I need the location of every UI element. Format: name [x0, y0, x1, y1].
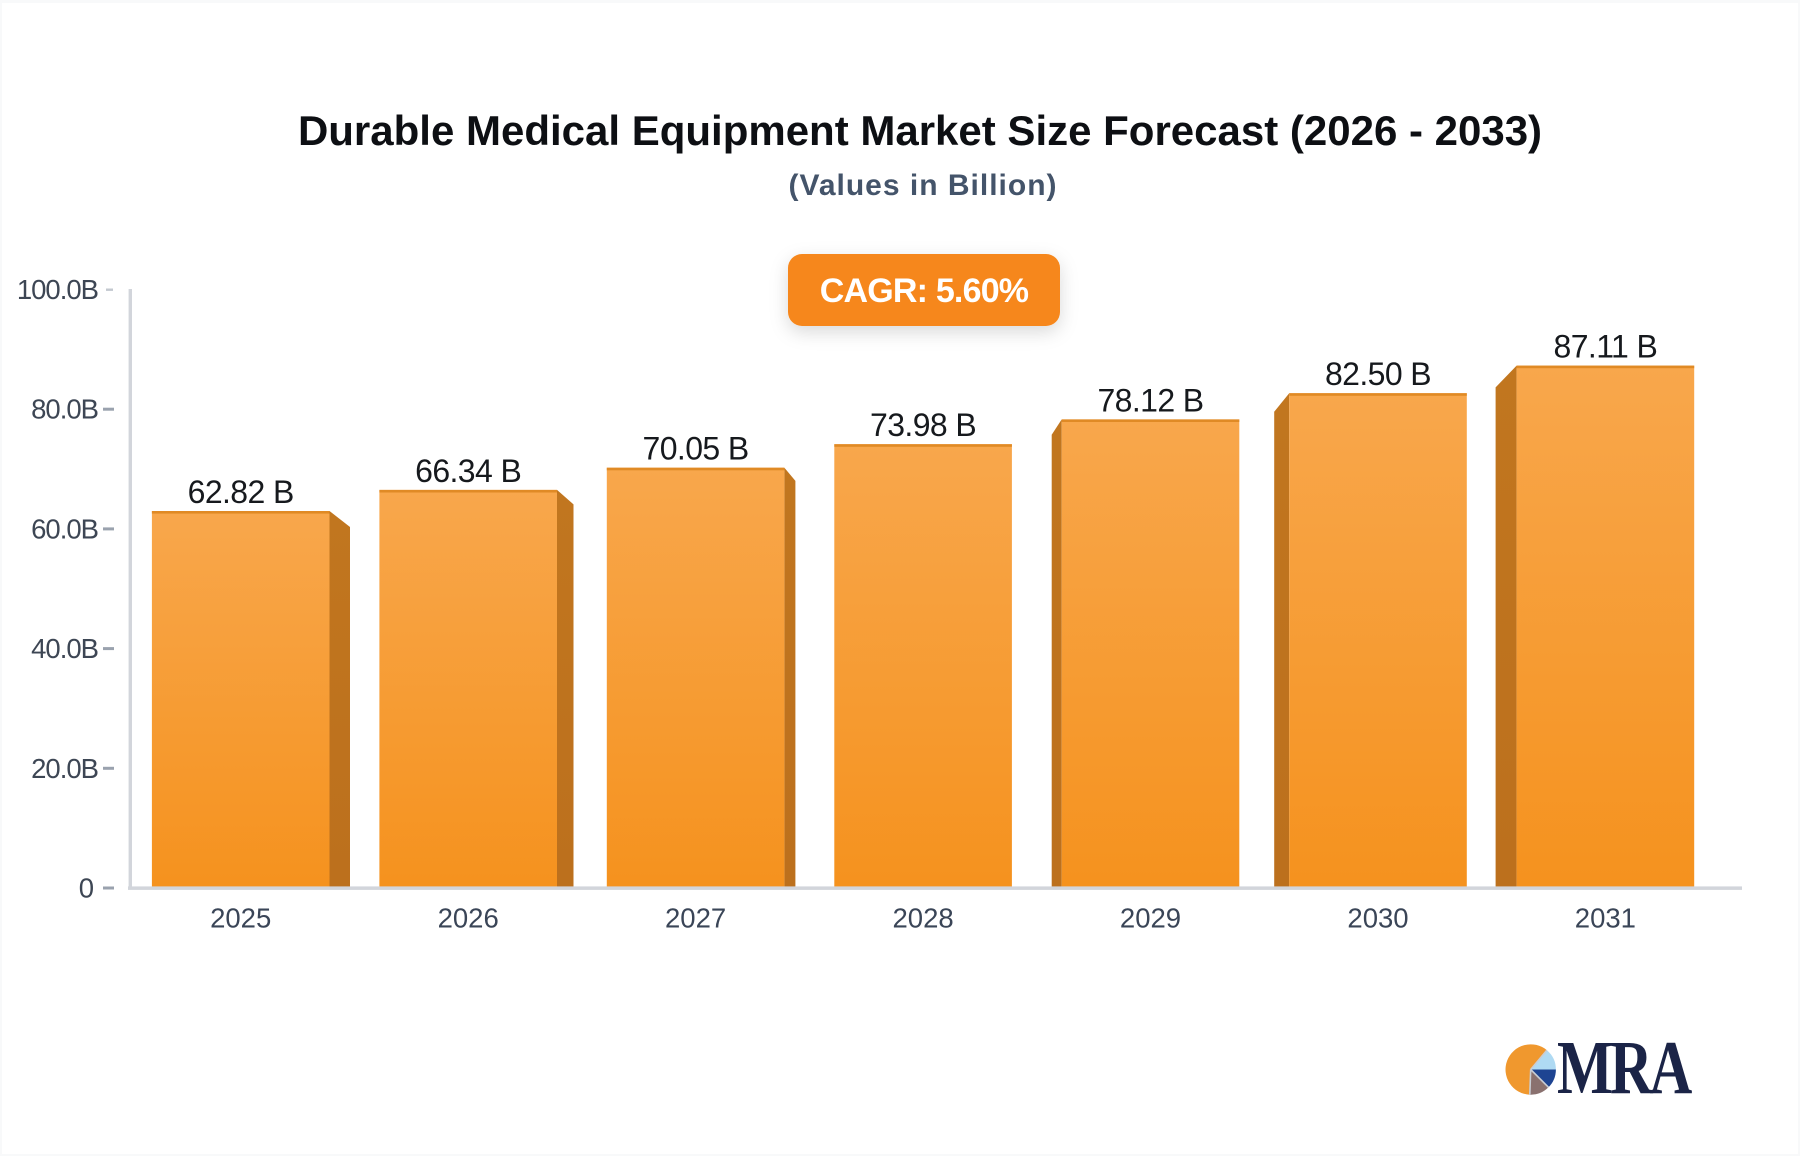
svg-text:0: 0 [79, 873, 94, 904]
svg-text:Durable Medical Equipment Mark: Durable Medical Equipment Market Size Fo… [298, 107, 1542, 154]
svg-text:20.0B: 20.0B [31, 753, 98, 784]
svg-text:2026: 2026 [438, 903, 499, 934]
svg-text:2031: 2031 [1575, 903, 1636, 934]
svg-text:82.50 B: 82.50 B [1325, 356, 1431, 392]
svg-text:78.12 B: 78.12 B [1097, 382, 1203, 418]
svg-text:87.11 B: 87.11 B [1554, 329, 1658, 365]
svg-text:CAGR: 5.60%: CAGR: 5.60% [820, 272, 1029, 310]
svg-text:(Values in Billion): (Values in Billion) [788, 169, 1057, 202]
svg-text:66.34 B: 66.34 B [415, 453, 521, 489]
svg-text:2025: 2025 [210, 903, 271, 934]
svg-text:70.05 B: 70.05 B [643, 431, 749, 467]
svg-text:40.0B: 40.0B [31, 633, 98, 664]
svg-text:2028: 2028 [893, 903, 954, 934]
svg-text:73.98 B: 73.98 B [870, 407, 976, 443]
svg-text:100.0B: 100.0B [17, 274, 98, 305]
svg-text:2029: 2029 [1120, 903, 1181, 934]
svg-text:80.0B: 80.0B [31, 394, 98, 425]
svg-text:2027: 2027 [665, 903, 726, 934]
svg-text:2030: 2030 [1347, 903, 1408, 934]
svg-text:60.0B: 60.0B [31, 513, 98, 544]
svg-text:62.82 B: 62.82 B [188, 474, 294, 510]
svg-text:MRA: MRA [1557, 1025, 1692, 1110]
